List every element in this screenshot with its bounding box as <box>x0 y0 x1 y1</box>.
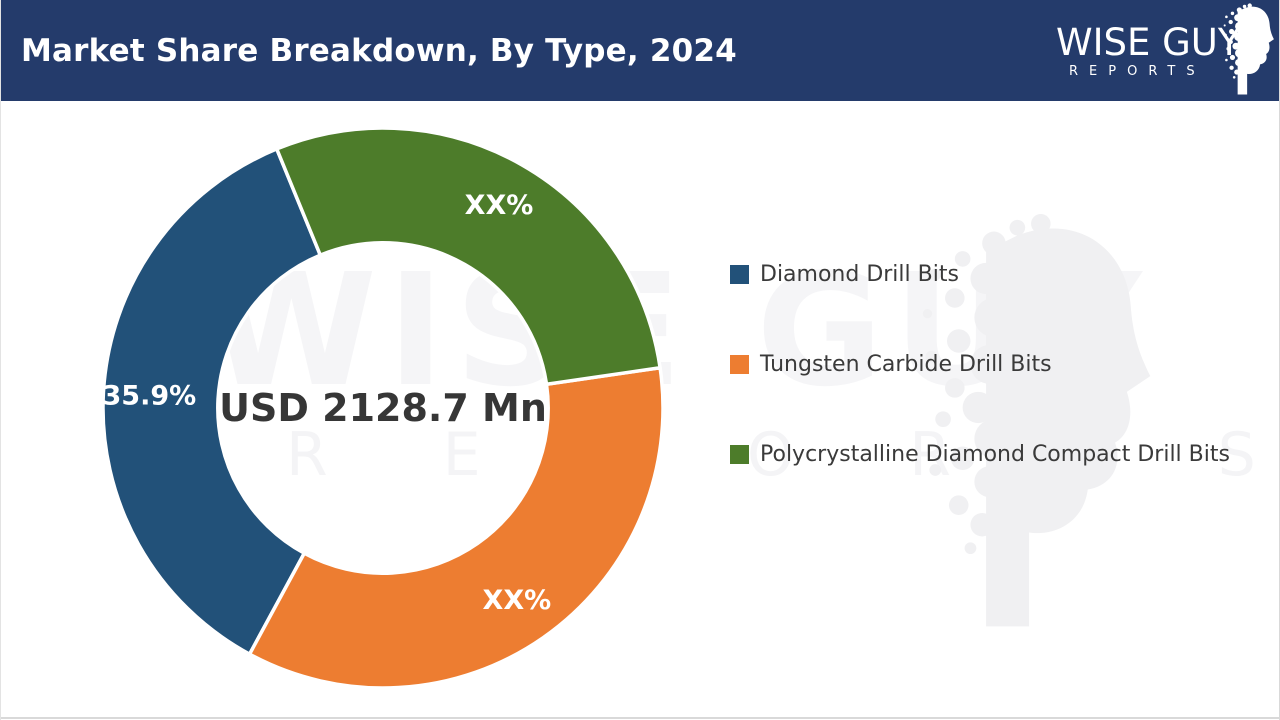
legend-label: Tungsten Carbide Drill Bits <box>760 351 1052 377</box>
bottom-divider <box>1 717 1279 719</box>
legend-swatch-icon <box>730 354 749 374</box>
header-bar: Market Share Breakdown, By Type, 2024 WI… <box>1 0 1279 101</box>
donut-slice-1[interactable] <box>247 366 665 690</box>
donut-slice-2[interactable] <box>275 126 662 387</box>
legend-swatch-icon <box>730 444 749 464</box>
logo-reports-text: REPORTS <box>1069 64 1206 79</box>
legend-item-0[interactable]: Diamond Drill Bits <box>730 261 1230 287</box>
donut-slices <box>101 126 665 690</box>
logo-wordmark: WISE GUY <box>1056 21 1241 64</box>
logo-face-icon <box>1223 3 1274 95</box>
chart-legend: Diamond Drill Bits Tungsten Carbide Drill… <box>730 261 1230 467</box>
donut-slice-0[interactable] <box>101 147 323 656</box>
brand-logo: WISE GUY REPORTS <box>1031 0 1274 101</box>
legend-label: Diamond Drill Bits <box>760 261 959 287</box>
page-title: Market Share Breakdown, By Type, 2024 <box>21 32 737 69</box>
donut-center-value: USD 2128.7 Mn <box>219 386 547 430</box>
slice-label-2: XX% <box>465 190 534 221</box>
legend-item-2[interactable]: Polycrystalline Diamond Compact Drill Bi… <box>730 441 1230 467</box>
legend-label: Polycrystalline Diamond Compact Drill Bi… <box>760 441 1230 467</box>
slice-label-0: 35.9% <box>103 380 197 411</box>
donut-chart: USD 2128.7 Mn 35.9% XX% XX% <box>101 126 665 690</box>
slice-label-1: XX% <box>483 585 552 616</box>
legend-swatch-icon <box>730 264 749 284</box>
legend-item-1[interactable]: Tungsten Carbide Drill Bits <box>730 351 1230 377</box>
